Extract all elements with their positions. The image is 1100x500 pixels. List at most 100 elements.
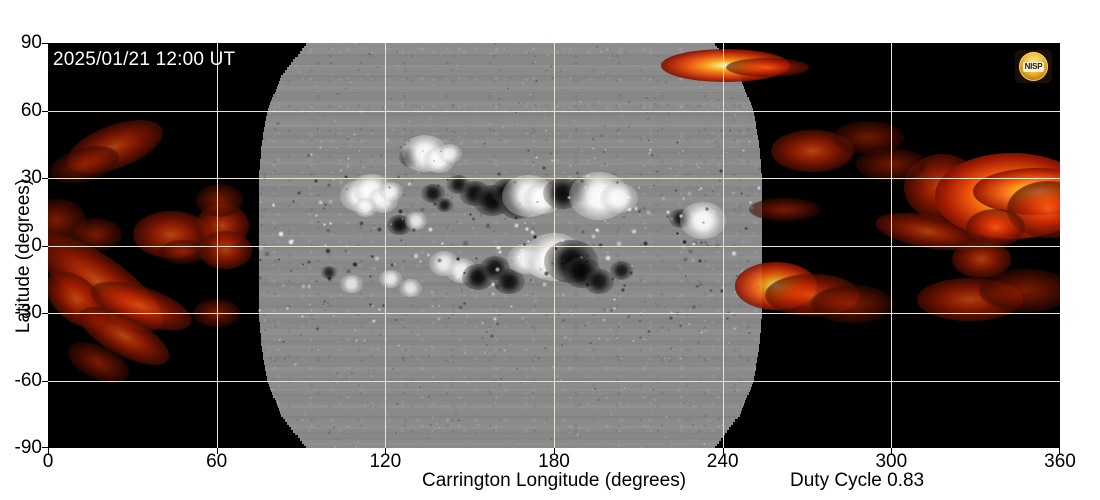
magnetogram-row (261, 145, 760, 150)
magnetogram-row (258, 237, 763, 242)
observed-magnetogram-band (48, 43, 1060, 448)
magnetogram-row (289, 64, 732, 69)
magnetogram-row (260, 334, 761, 339)
magnetogram-row (281, 412, 740, 417)
residual-flux-feature (810, 285, 894, 323)
magnetogram-row (261, 148, 760, 152)
y-tick-label: 30 (20, 167, 42, 188)
duty-cycle-label: Duty Cycle 0.83 (790, 470, 925, 491)
residual-flux-feature (972, 167, 1060, 216)
magnetogram-row (259, 318, 762, 323)
magnetogram-row (258, 229, 763, 233)
magnetogram-row (303, 45, 718, 50)
magnetogram-row (266, 113, 755, 117)
magnetogram-row (258, 304, 763, 309)
magnetogram-row (277, 83, 743, 88)
magnetogram-row (273, 94, 748, 98)
magnetogram-row (261, 342, 760, 347)
magnetogram-row (289, 423, 732, 428)
magnetogram-row (299, 51, 722, 55)
magnetogram-row (293, 429, 728, 433)
residual-flux-feature (749, 197, 820, 222)
magnetogram-row (287, 67, 734, 71)
magnetogram-row (262, 140, 759, 144)
x-tick-label: 240 (706, 451, 739, 472)
magnetogram-row (271, 388, 750, 393)
magnetogram-plot-area: 2025/01/21 12:00 UT NISP (48, 43, 1060, 448)
magnetogram-row (262, 137, 759, 142)
residual-flux-feature (855, 147, 927, 182)
magnetogram-row (260, 156, 761, 161)
magnetogram-row (261, 142, 760, 147)
magnetogram-row (297, 53, 724, 58)
magnetogram-row (258, 240, 763, 244)
residual-flux-feature (872, 206, 984, 258)
magnetogram-row (270, 385, 751, 390)
x-tick-label: 300 (875, 451, 908, 472)
x-tick-mark (891, 448, 893, 454)
nisp-logo[interactable]: NISP (1015, 50, 1052, 83)
residual-flux-feature (951, 240, 1011, 278)
magnetogram-row (264, 126, 757, 131)
magnetogram-row (268, 383, 752, 387)
y-tick-mark (42, 245, 48, 247)
magnetogram-row (260, 159, 761, 163)
magnetogram-row (272, 97, 749, 101)
x-tick-label: 0 (42, 451, 54, 472)
magnetogram-row (264, 364, 757, 368)
magnetogram-row (265, 121, 756, 125)
residual-flux-feature (765, 273, 860, 317)
residual-flux-feature (916, 278, 1024, 321)
magnetogram-row (291, 426, 730, 431)
magnetogram-row (291, 61, 730, 66)
magnetogram-row (263, 358, 757, 363)
residual-flux-feature (62, 333, 135, 392)
x-tick-mark (48, 448, 49, 454)
magnetogram-row (261, 345, 760, 350)
magnetogram-row (267, 380, 754, 385)
x-tick-label: 120 (369, 451, 402, 472)
residual-flux-feature (159, 240, 207, 265)
magnetogram-row (263, 356, 758, 360)
magnetogram-row (277, 404, 743, 409)
y-tick-label: 0 (31, 234, 42, 256)
x-tick-mark (1059, 448, 1060, 454)
residual-flux-feature (726, 58, 809, 78)
residual-flux-feature (84, 271, 198, 341)
magnetogram-row (262, 348, 759, 352)
residual-flux-feature (48, 260, 117, 339)
residual-flux-feature (48, 216, 177, 347)
residual-flux-feature (943, 163, 1009, 206)
magnetogram-row (259, 321, 762, 325)
magnetogram-row (285, 418, 736, 422)
magnetogram-row (259, 315, 762, 320)
magnetogram-row (258, 234, 763, 239)
y-tick-mark (42, 447, 48, 448)
residual-flux-feature (195, 203, 249, 247)
magnetogram-row (301, 439, 720, 444)
sun-emblem-icon: NISP (1019, 52, 1048, 81)
magnetogram-row (258, 294, 763, 298)
y-tick-mark (42, 313, 48, 314)
residual-flux-feature (195, 183, 244, 218)
y-tick-label: -60 (14, 369, 42, 391)
magnetogram-row (258, 226, 763, 231)
magnetogram-row (258, 218, 763, 223)
magnetogram-row (280, 410, 741, 414)
magnetogram-row (258, 302, 763, 306)
residual-flux-feature (734, 262, 818, 310)
magnetogram-row (279, 407, 742, 412)
magnetogram-row (260, 326, 761, 331)
magnetogram-row (258, 299, 763, 304)
residual-flux-feature (935, 153, 1060, 239)
magnetogram-row (260, 153, 761, 158)
magnetogram-row (303, 442, 718, 447)
magnetogram-row (305, 445, 716, 448)
y-tick-mark (42, 43, 48, 44)
magnetogram-row (262, 134, 758, 139)
magnetogram-row (266, 375, 755, 379)
magnetogram-row (287, 421, 734, 425)
magnetogram-row (305, 43, 716, 47)
magnetogram-row (274, 91, 747, 96)
